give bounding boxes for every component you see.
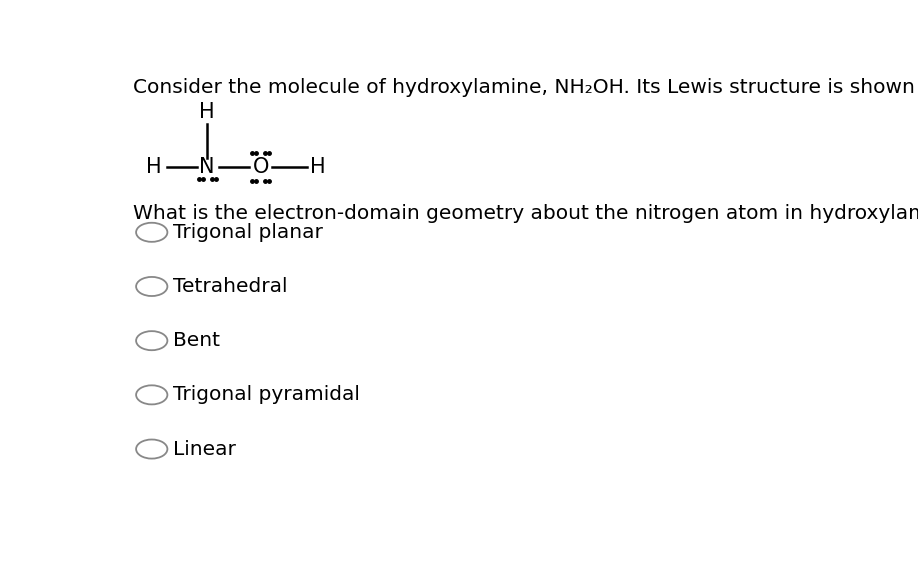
Text: H: H (309, 157, 325, 177)
Text: O: O (252, 157, 269, 177)
Text: Trigonal planar: Trigonal planar (174, 223, 323, 242)
Text: H: H (199, 102, 215, 122)
Text: Bent: Bent (174, 331, 220, 350)
Text: What is the electron-domain geometry about the nitrogen atom in hydroxylamine?: What is the electron-domain geometry abo… (132, 204, 918, 223)
Text: H: H (146, 157, 162, 177)
Text: Trigonal pyramidal: Trigonal pyramidal (174, 385, 360, 404)
Text: Consider the molecule of hydroxylamine, NH₂OH. Its Lewis structure is shown: Consider the molecule of hydroxylamine, … (132, 78, 914, 97)
Text: Tetrahedral: Tetrahedral (174, 277, 287, 296)
Text: Linear: Linear (174, 440, 236, 458)
Text: N: N (199, 157, 215, 177)
